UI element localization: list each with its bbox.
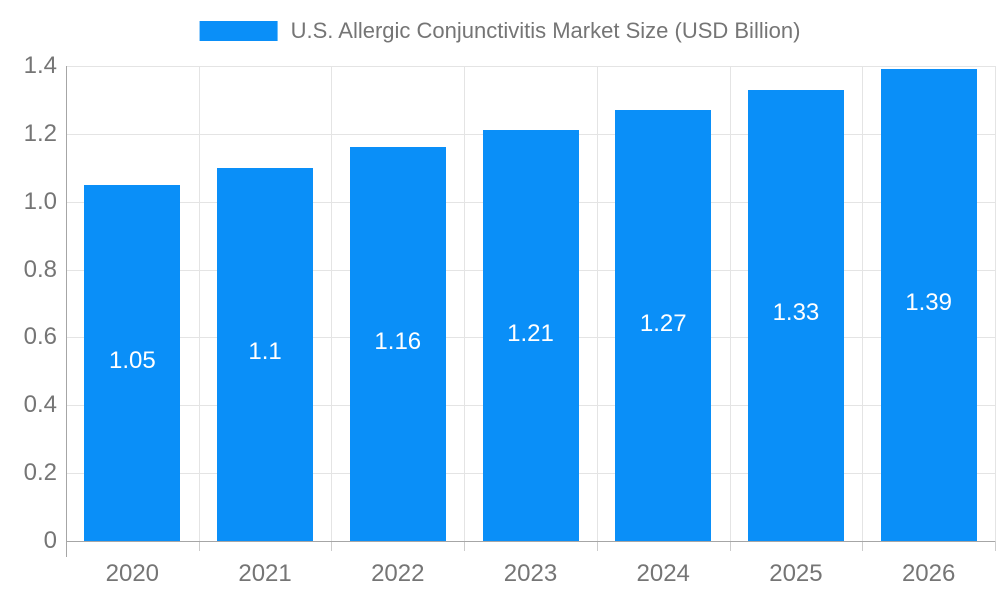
x-axis-tick-mark — [995, 541, 996, 551]
gridline-vertical — [198, 66, 200, 541]
y-axis-tick-label: 0 — [43, 527, 57, 554]
x-axis-category-label: 2020 — [105, 560, 160, 587]
bar-value-label: 1.05 — [108, 346, 156, 374]
gridline-vertical — [331, 66, 333, 541]
y-axis-tick-label: 1.2 — [23, 119, 57, 147]
bar-value-label: 1.33 — [772, 299, 820, 327]
bar-value-label: 1.1 — [248, 338, 282, 366]
x-axis-tick-mark — [729, 541, 731, 551]
bar[interactable] — [747, 89, 844, 541]
x-axis-tick-mark — [464, 541, 466, 551]
x-axis-category-label: 2026 — [901, 560, 956, 587]
bar[interactable] — [349, 147, 446, 541]
x-axis-tick-mark — [596, 541, 598, 551]
y-axis-tick-label: 0.8 — [23, 255, 57, 283]
bar[interactable] — [84, 184, 181, 541]
gridline-vertical — [729, 66, 731, 541]
x-axis-baseline — [66, 541, 995, 542]
gridline-vertical — [596, 66, 598, 541]
legend: U.S. Allergic Conjunctivitis Market Size… — [199, 16, 801, 46]
x-axis-category-label: 2025 — [769, 560, 823, 587]
gridline-vertical — [995, 66, 996, 541]
x-axis-category-label: 2022 — [371, 560, 425, 587]
y-axis-line — [66, 66, 67, 557]
y-axis-tick-label: 0.2 — [23, 459, 57, 487]
bar-value-label: 1.21 — [507, 319, 554, 347]
gridline-vertical — [464, 66, 466, 541]
legend-swatch — [199, 21, 278, 41]
bar-value-label: 1.27 — [639, 309, 687, 337]
x-axis-tick-mark — [862, 541, 864, 551]
y-axis-tick-label: 1.0 — [23, 187, 57, 215]
x-axis-category-label: 2024 — [636, 560, 690, 587]
y-axis-tick-label: 1.4 — [23, 52, 57, 79]
bar[interactable] — [482, 130, 579, 541]
legend-label: U.S. Allergic Conjunctivitis Market Size… — [290, 18, 801, 43]
y-axis-tick-label: 0.6 — [23, 323, 57, 351]
x-axis-tick-mark — [331, 541, 333, 551]
gridline-horizontal — [66, 66, 995, 67]
bar-value-label: 1.39 — [905, 289, 952, 317]
x-axis-tick-mark — [198, 541, 200, 551]
bar[interactable] — [880, 69, 977, 541]
y-axis-tick-label: 0.4 — [23, 391, 57, 419]
x-axis-category-label: 2021 — [238, 560, 292, 587]
bar-value-label: 1.16 — [374, 328, 422, 356]
bar[interactable] — [217, 167, 314, 541]
gridline-vertical — [862, 66, 864, 541]
bar[interactable] — [615, 110, 712, 541]
x-axis-category-label: 2023 — [503, 560, 558, 587]
